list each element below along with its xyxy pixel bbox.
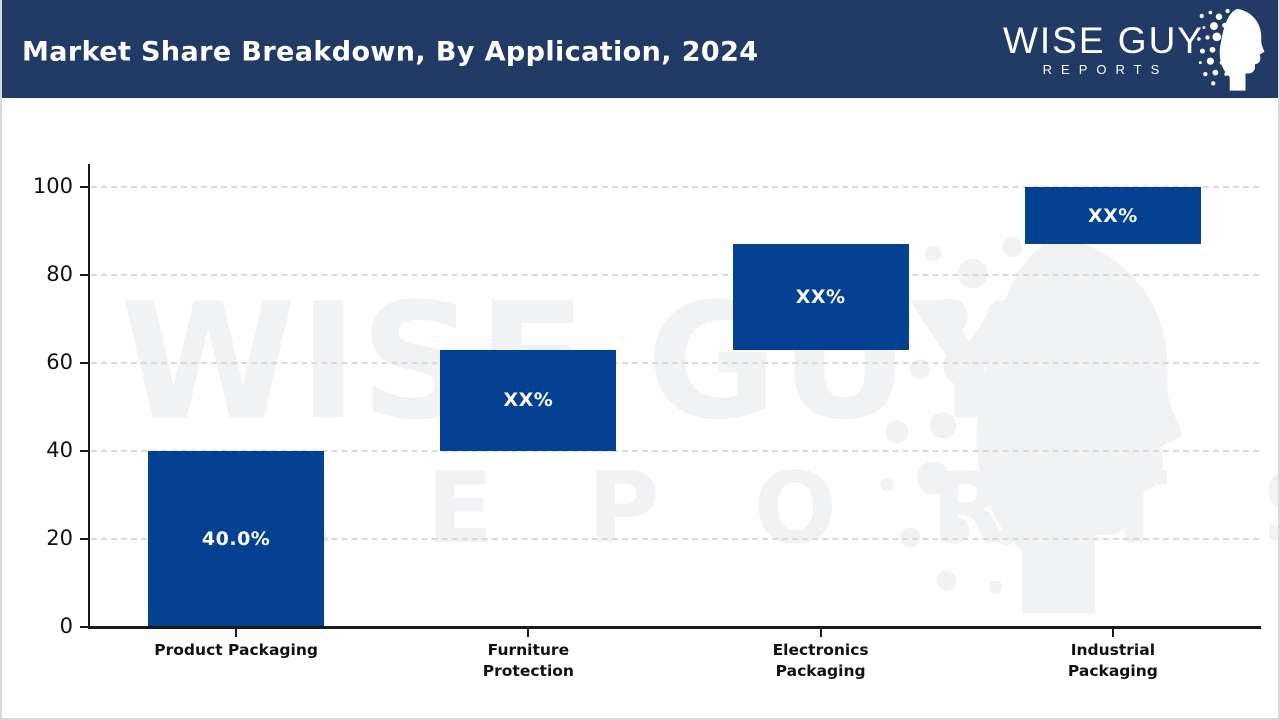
x-tick-label: Electronics Packaging <box>772 641 869 680</box>
bar: XX% <box>440 349 617 451</box>
y-tick-label: 60 <box>46 350 73 374</box>
bar-value-label: XX% <box>503 389 554 412</box>
page-title: Market Share Breakdown, By Application, … <box>22 36 759 68</box>
bar: 40.0% <box>148 451 325 627</box>
x-tick-mark <box>819 629 822 637</box>
x-tick-mark <box>1111 629 1114 637</box>
gridline <box>91 186 1259 188</box>
y-tick-label: 100 <box>32 174 73 198</box>
x-tick-mark <box>235 629 238 637</box>
y-tick-label: 20 <box>46 526 73 550</box>
gridline <box>91 450 1259 452</box>
y-tick-label: 0 <box>59 614 73 638</box>
y-tick-mark <box>80 186 90 188</box>
header-bar: Market Share Breakdown, By Application, … <box>2 0 1278 98</box>
logo-text: WISE GUY REPORTS <box>1002 20 1204 78</box>
gridline <box>91 538 1259 540</box>
y-tick-label: 80 <box>46 262 73 286</box>
x-axis-line <box>88 626 1261 629</box>
y-tick-mark <box>80 626 90 628</box>
logo-wordmark: WISE GUY <box>1002 20 1204 61</box>
gridline <box>91 362 1259 364</box>
gridline <box>91 274 1259 276</box>
wiseguy-logo: WISE GUY REPORTS <box>1003 6 1268 92</box>
y-tick-mark <box>80 362 90 364</box>
dotted-head-icon <box>1197 8 1265 91</box>
y-tick-mark <box>80 450 90 452</box>
y-axis-line <box>88 164 90 629</box>
y-tick-mark <box>80 274 90 276</box>
x-tick-label: Industrial Packaging <box>1067 641 1158 680</box>
bar-value-label: XX% <box>795 285 846 308</box>
logo-subtitle: REPORTS <box>1042 62 1169 77</box>
bar: XX% <box>1024 187 1201 245</box>
y-tick-label: 40 <box>46 438 73 462</box>
bar-value-label: XX% <box>1087 204 1138 227</box>
bar: XX% <box>732 244 909 350</box>
bar-value-label: 40.0% <box>201 528 271 550</box>
x-tick-label: Furniture Protection <box>482 641 574 680</box>
x-tick-label: Product Packaging <box>154 641 318 659</box>
x-tick-mark <box>527 629 530 637</box>
y-tick-mark <box>80 538 90 540</box>
